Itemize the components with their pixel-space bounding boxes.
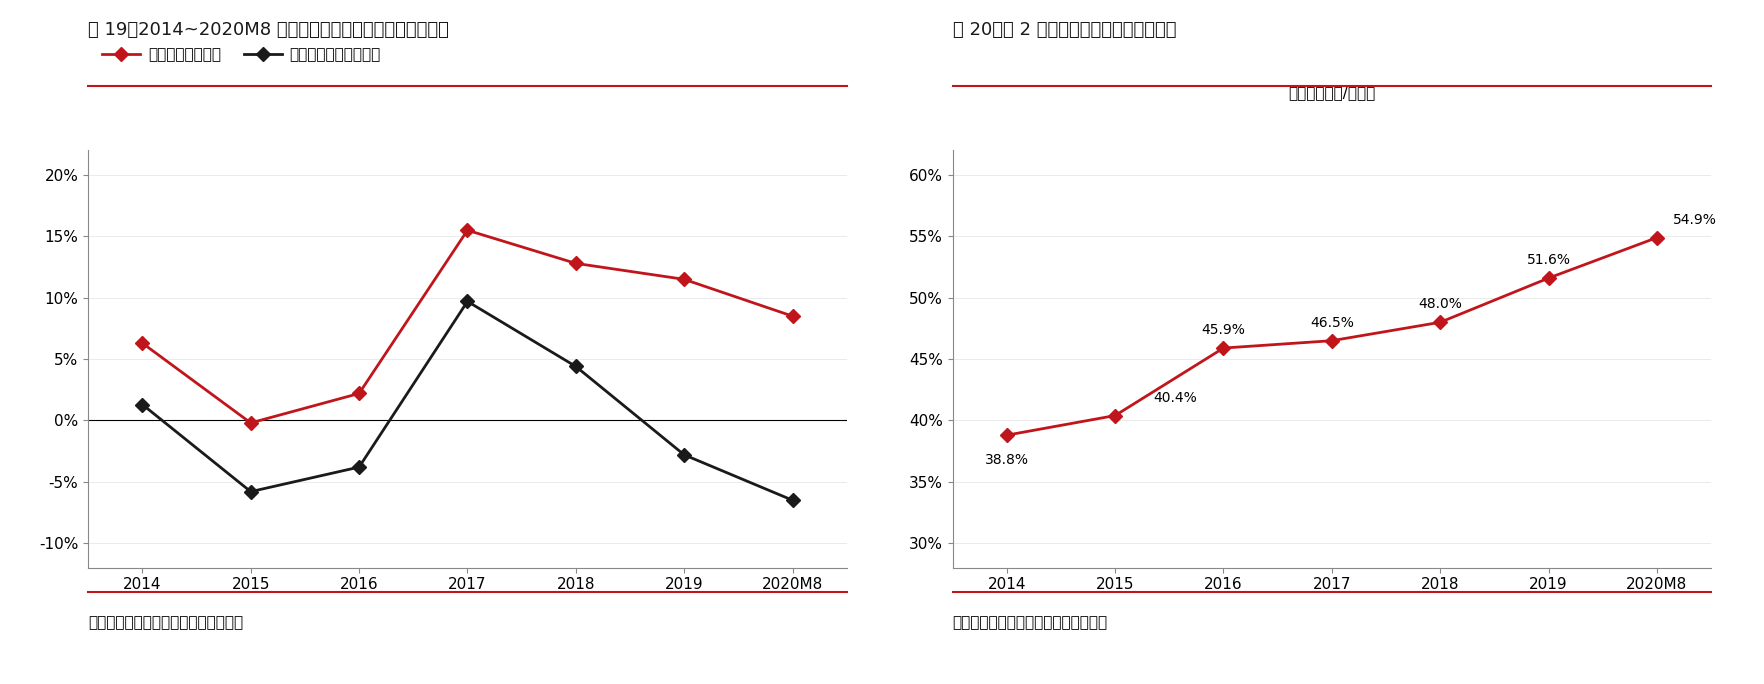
Text: 图 19：2014~2020M8 民营及外资企业出口增速差逐步拉大: 图 19：2014~2020M8 民营及外资企业出口增速差逐步拉大 [88,21,450,38]
外商投资企业出口同比 [240,488,261,496]
外商投资企业出口同比 [674,451,695,459]
民营企业出口同比 [564,259,586,267]
民营企业出口同比 [781,312,803,320]
Text: 38.8%: 38.8% [984,453,1028,467]
Text: 46.5%: 46.5% [1311,315,1353,330]
Legend: 民营企业出口同比, 外商投资企业出口同比: 民营企业出口同比, 外商投资企业出口同比 [95,41,386,68]
外商投资企业出口同比 [132,400,153,408]
Text: 51.6%: 51.6% [1526,253,1570,267]
外商投资企业出口同比 [781,496,803,504]
Text: 资料来源：海关总署，中信证券研究部: 资料来源：海关总署，中信证券研究部 [88,616,243,631]
Text: 48.0%: 48.0% [1418,298,1462,311]
民营企业出口同比 [349,389,370,397]
民营企业出口同比 [240,419,261,427]
民营企业出口同比 [457,226,478,235]
外商投资企业出口同比 [457,298,478,306]
Text: 54.9%: 54.9% [1672,213,1716,226]
Text: 民营企业出口/总出口: 民营企业出口/总出口 [1288,86,1376,101]
Text: 资料来源：海关总署，中信证券研究部: 资料来源：海关总署，中信证券研究部 [953,616,1108,631]
Text: 40.4%: 40.4% [1154,391,1196,404]
Line: 外商投资企业出口同比: 外商投资企业出口同比 [138,297,797,505]
民营企业出口同比 [674,275,695,283]
民营企业出口同比 [132,339,153,347]
Text: 45.9%: 45.9% [1201,323,1245,337]
Line: 民营企业出口同比: 民营企业出口同比 [138,226,797,428]
外商投资企业出口同比 [349,463,370,471]
Text: 图 20：近 2 年民营企业出口占比加速提升: 图 20：近 2 年民营企业出口占比加速提升 [953,21,1177,38]
外商投资企业出口同比 [564,363,586,371]
